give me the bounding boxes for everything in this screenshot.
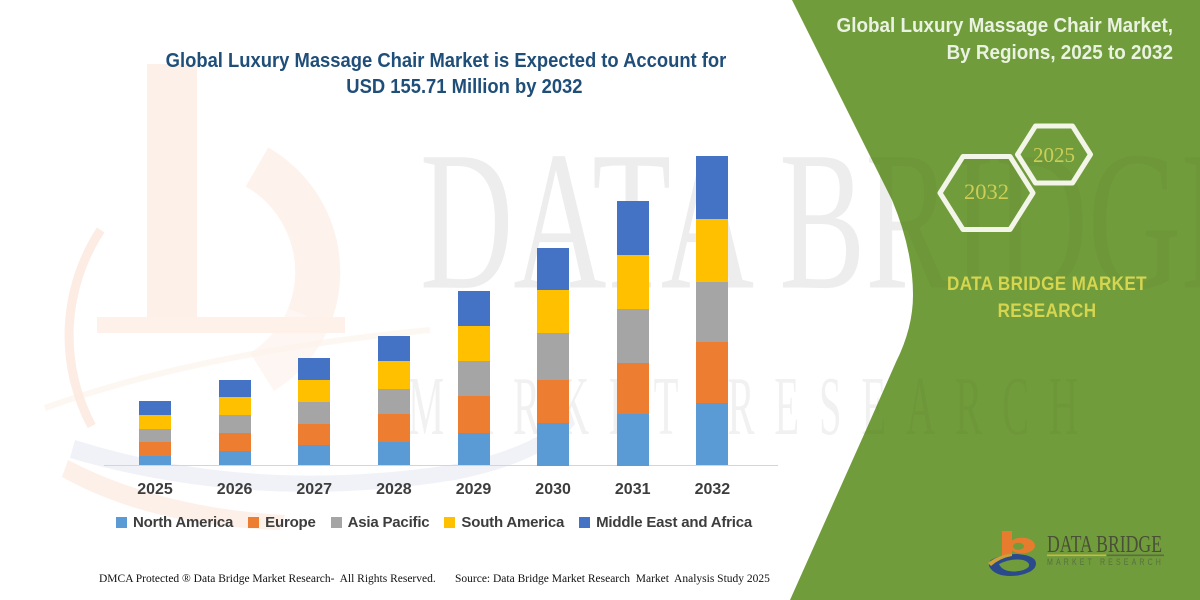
svg-text:2032: 2032	[964, 179, 1009, 204]
svg-text:2025: 2025	[1033, 143, 1075, 167]
svg-text:MARKET RESEARCH: MARKET RESEARCH	[1047, 557, 1164, 567]
svg-text:DATA BRIDGE: DATA BRIDGE	[1047, 532, 1162, 558]
